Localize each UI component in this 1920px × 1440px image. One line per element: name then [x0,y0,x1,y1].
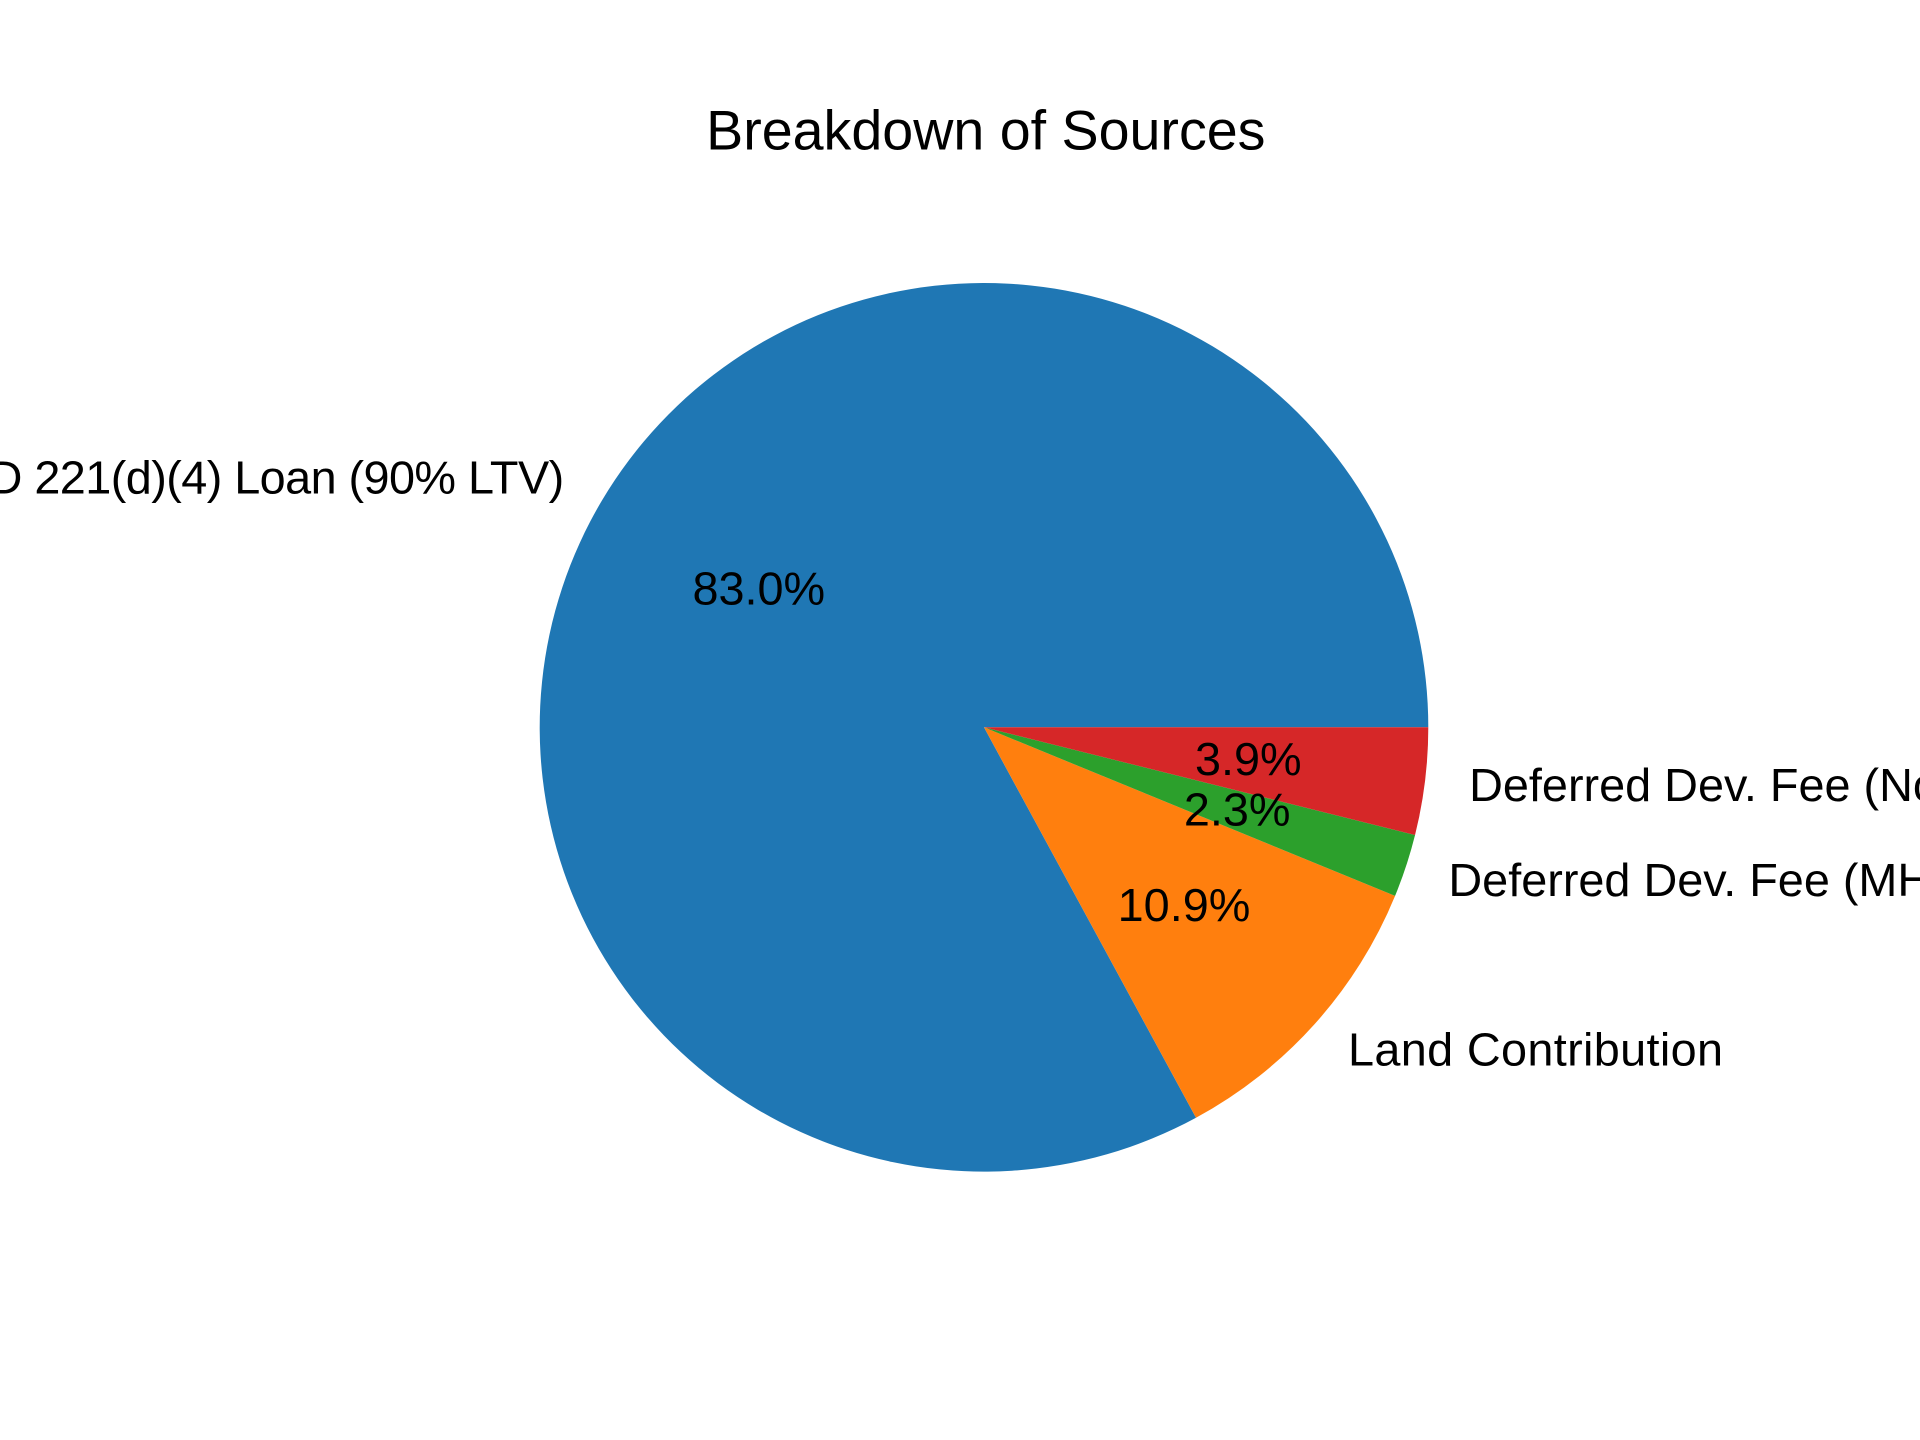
svg-text:2.3%: 2.3% [1184,784,1291,836]
svg-text:3.9%: 3.9% [1195,733,1302,785]
svg-text:Deferred Dev. Fee (Non-MHDC): Deferred Dev. Fee (Non-MHDC) [1469,759,1920,811]
svg-text:HUD 221(d)(4) Loan (90% LTV): HUD 221(d)(4) Loan (90% LTV) [0,452,564,504]
svg-text:83.0%: 83.0% [692,562,825,614]
svg-text:10.9%: 10.9% [1118,879,1251,931]
svg-text:Land Contribution: Land Contribution [1348,1024,1723,1076]
svg-text:Breakdown of Sources: Breakdown of Sources [706,99,1265,161]
svg-text:Deferred Dev. Fee (MHDC): Deferred Dev. Fee (MHDC) [1448,854,1920,906]
